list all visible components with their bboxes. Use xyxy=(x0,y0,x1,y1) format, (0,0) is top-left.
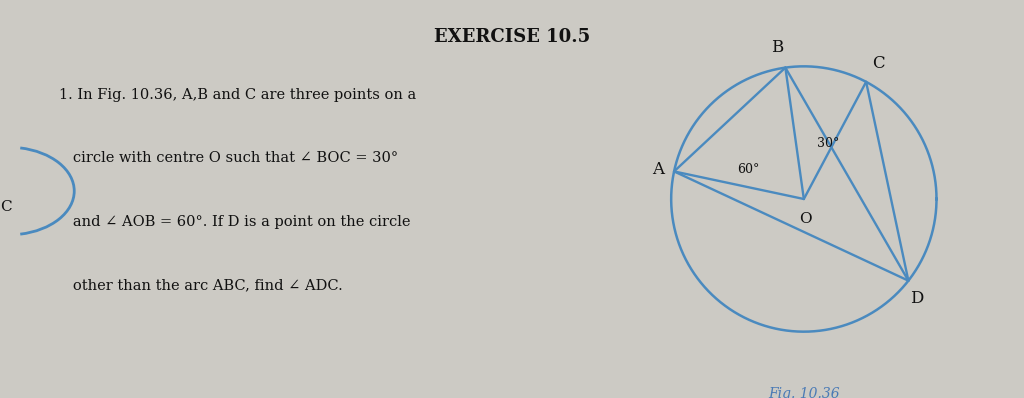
Text: other than the arc ABC, find ∠ ADC.: other than the arc ABC, find ∠ ADC. xyxy=(59,279,343,293)
Text: C: C xyxy=(872,55,885,72)
Text: B: B xyxy=(771,39,783,57)
Text: O: O xyxy=(799,212,812,226)
Text: 60°: 60° xyxy=(737,163,760,176)
Text: and ∠ AOB = 60°. If D is a point on the circle: and ∠ AOB = 60°. If D is a point on the … xyxy=(59,215,411,229)
Text: circle with centre O such that ∠ BOC = 30°: circle with centre O such that ∠ BOC = 3… xyxy=(59,151,398,165)
Text: C: C xyxy=(0,200,11,214)
Text: Fig. 10.36: Fig. 10.36 xyxy=(768,387,840,398)
Text: A: A xyxy=(652,161,665,178)
Text: 1. In Fig. 10.36, A,B and C are three points on a: 1. In Fig. 10.36, A,B and C are three po… xyxy=(59,88,417,101)
Text: D: D xyxy=(909,290,923,307)
Text: 30°: 30° xyxy=(816,137,839,150)
Text: EXERCISE 10.5: EXERCISE 10.5 xyxy=(434,28,590,46)
